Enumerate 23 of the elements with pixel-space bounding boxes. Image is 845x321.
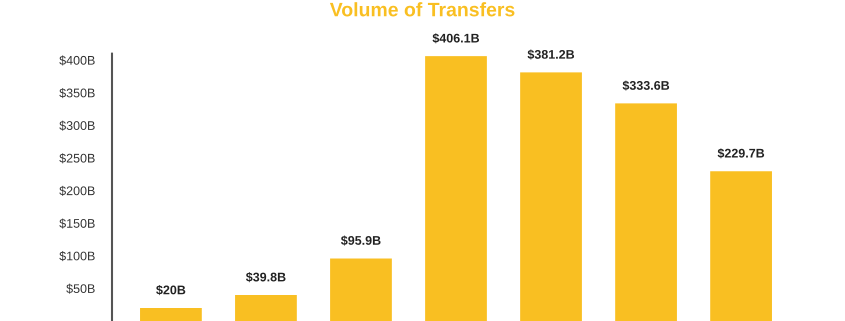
data-label: $406.1B [432, 33, 480, 44]
bar [330, 258, 392, 321]
bar [520, 72, 582, 321]
data-label: $39.8B [246, 272, 286, 282]
y-tick-label: $350B [59, 88, 95, 98]
bar [235, 295, 297, 321]
y-tick-label: $50B [66, 284, 95, 294]
y-tick-label: $150B [59, 218, 95, 229]
bar [710, 171, 772, 321]
bar [615, 103, 677, 321]
y-tick-label: $100B [59, 251, 95, 262]
bar [425, 56, 487, 321]
bar [140, 308, 202, 321]
y-tick-label: $400B [59, 55, 95, 66]
data-label: $333.6B [622, 80, 670, 91]
data-label: $20B [156, 284, 186, 296]
y-tick-label: $250B [59, 153, 95, 164]
data-label: $229.7B [718, 148, 764, 158]
y-tick-label: $200B [59, 186, 95, 196]
chart-title: Volume of Transfers [330, 2, 514, 16]
y-tick-label: $300B [59, 120, 95, 131]
data-label: $95.9B [340, 235, 381, 246]
data-label: $381.2B [528, 49, 574, 60]
